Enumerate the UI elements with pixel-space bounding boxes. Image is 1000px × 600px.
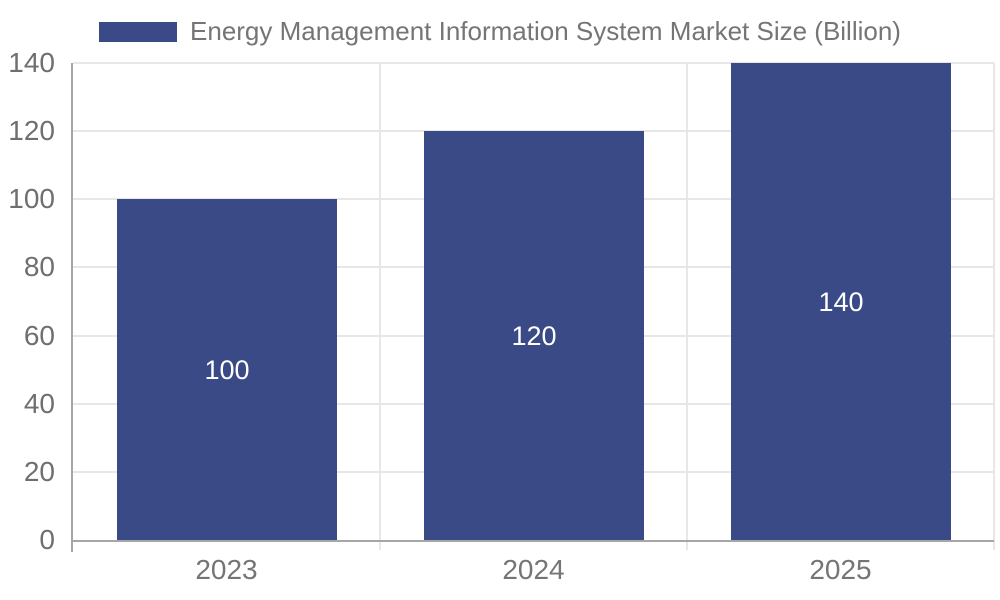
bar-2024: 120: [424, 131, 644, 540]
legend-swatch: [99, 21, 178, 42]
bar-2025: 140: [731, 63, 951, 540]
gridline-v: [686, 63, 688, 550]
y-axis-line: [71, 63, 73, 552]
gridline-h: [73, 62, 994, 64]
plot-area: 100 120 140: [71, 62, 995, 552]
y-tick-label: 140: [8, 47, 55, 78]
x-axis-line: [71, 540, 994, 542]
bar-value-label: 100: [204, 355, 250, 385]
y-tick-label: 100: [8, 183, 55, 215]
gridline-v: [379, 63, 381, 550]
y-tick-label: 20: [23, 455, 55, 487]
legend: Energy Management Information System Mar…: [0, 16, 1000, 47]
bar-2023: 100: [117, 199, 337, 540]
y-tick-label: 0: [39, 524, 55, 555]
x-tick-label: 2025: [809, 554, 872, 585]
legend-label: Energy Management Information System Mar…: [190, 16, 901, 46]
x-tick-label: 2023: [195, 554, 258, 585]
bar-value-label: 120: [511, 321, 557, 351]
gridline-v: [993, 63, 995, 550]
y-tick-label: 120: [8, 115, 55, 147]
y-tick-label: 60: [23, 319, 55, 351]
bar-value-label: 140: [818, 287, 864, 317]
y-tick-label: 40: [23, 387, 55, 419]
y-tick-label: 80: [23, 251, 55, 283]
x-tick-label: 2024: [502, 554, 565, 585]
